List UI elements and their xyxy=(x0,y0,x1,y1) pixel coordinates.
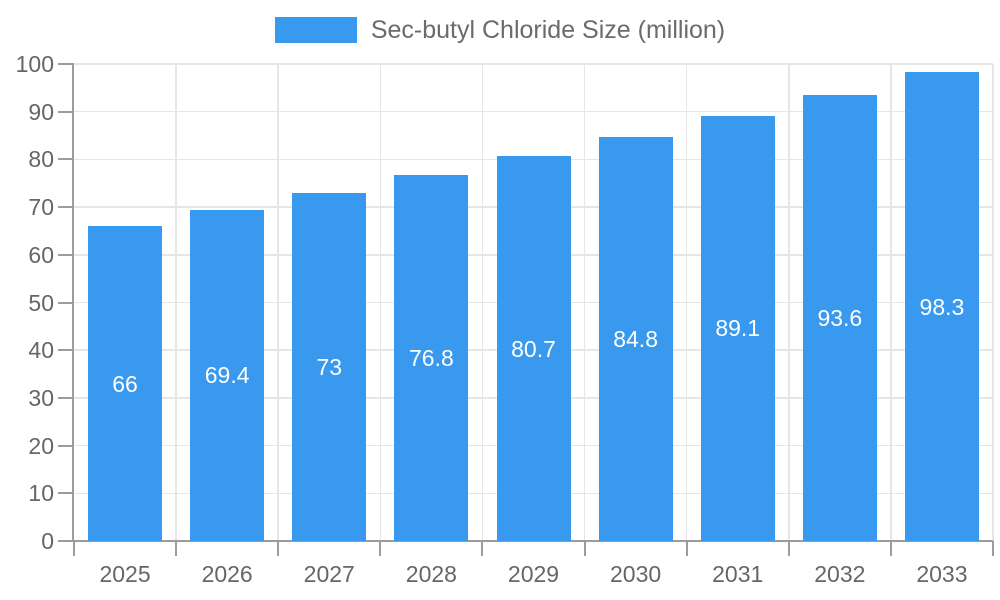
v-gridline xyxy=(379,64,382,541)
x-axis-tick xyxy=(787,541,790,556)
bar xyxy=(88,226,163,541)
y-tick-label: 30 xyxy=(28,384,54,411)
x-tick-label: 2028 xyxy=(405,561,457,587)
legend-item[interactable]: Sec-butyl Chloride Size (million) xyxy=(274,16,726,44)
legend-swatch-icon xyxy=(274,17,357,43)
legend-label: Sec-butyl Chloride Size (million) xyxy=(370,16,726,44)
y-tick-label: 20 xyxy=(28,432,54,459)
y-tick-label: 80 xyxy=(28,146,54,173)
bar-value-label: 69.4 xyxy=(204,362,250,389)
x-axis-tick xyxy=(379,541,382,556)
v-gridline xyxy=(583,64,586,541)
y-axis-tick xyxy=(58,540,74,542)
h-gridline xyxy=(74,110,993,113)
v-gridline xyxy=(481,64,484,541)
bar-value-label: 93.6 xyxy=(817,304,863,331)
v-gridline xyxy=(175,64,177,541)
bar xyxy=(802,94,877,541)
x-tick-label: 2026 xyxy=(201,561,253,587)
v-gridline xyxy=(788,64,790,541)
bar xyxy=(700,115,775,541)
v-gridline xyxy=(685,64,688,541)
x-tick-label: 2027 xyxy=(303,561,355,587)
y-axis-tick xyxy=(58,206,74,209)
bar-value-label: 89.1 xyxy=(715,315,761,342)
y-tick-label: 70 xyxy=(28,194,54,221)
x-axis-tick xyxy=(992,541,994,556)
y-tick-label: 90 xyxy=(28,98,54,125)
x-tick-label: 2033 xyxy=(916,561,968,587)
y-axis-tick xyxy=(58,444,74,447)
h-gridline xyxy=(74,63,993,65)
bar-value-label: 84.8 xyxy=(613,325,658,352)
y-axis-line xyxy=(72,63,74,541)
y-axis-tick xyxy=(58,158,74,161)
x-axis-tick xyxy=(481,541,484,556)
x-tick-label: 2025 xyxy=(99,561,151,587)
x-axis-tick xyxy=(175,541,178,556)
x-axis-line xyxy=(72,540,993,542)
y-axis-tick xyxy=(58,301,74,304)
bar xyxy=(292,192,367,541)
bar xyxy=(904,72,979,541)
v-gridline xyxy=(890,64,892,541)
bar xyxy=(190,209,265,541)
bar xyxy=(394,174,469,541)
bar-value-label: 98.3 xyxy=(919,293,965,320)
y-tick-label: 50 xyxy=(28,289,54,316)
bar-value-label: 66 xyxy=(112,370,138,397)
bar xyxy=(496,156,571,541)
chart-legend: Sec-butyl Chloride Size (million) xyxy=(0,16,1000,44)
y-axis-tick xyxy=(58,253,74,256)
y-tick-label: 60 xyxy=(28,241,54,268)
y-axis-tick xyxy=(58,492,74,495)
x-axis-tick xyxy=(583,541,586,556)
y-axis-tick xyxy=(58,110,74,113)
x-tick-label: 2032 xyxy=(814,561,866,587)
bar xyxy=(598,136,673,541)
y-axis-tick xyxy=(58,349,74,352)
x-tick-label: 2029 xyxy=(507,561,560,587)
y-axis-tick xyxy=(58,63,74,65)
y-tick-label: 10 xyxy=(28,480,54,507)
y-tick-label: 0 xyxy=(41,528,54,554)
bar-value-label: 73 xyxy=(316,353,343,380)
bar-value-label: 80.7 xyxy=(511,335,556,362)
x-tick-label: 2030 xyxy=(610,561,662,587)
y-axis-tick xyxy=(58,396,74,399)
v-gridline xyxy=(277,64,279,541)
x-tick-label: 2031 xyxy=(712,561,764,587)
x-axis-tick xyxy=(685,541,688,556)
y-tick-label: 40 xyxy=(28,337,54,364)
v-gridline xyxy=(992,64,994,541)
y-tick-label: 100 xyxy=(15,51,54,77)
x-axis-tick xyxy=(73,541,75,556)
x-axis-tick xyxy=(277,541,280,556)
x-axis-tick xyxy=(889,541,892,556)
bar-value-label: 76.8 xyxy=(408,344,454,371)
